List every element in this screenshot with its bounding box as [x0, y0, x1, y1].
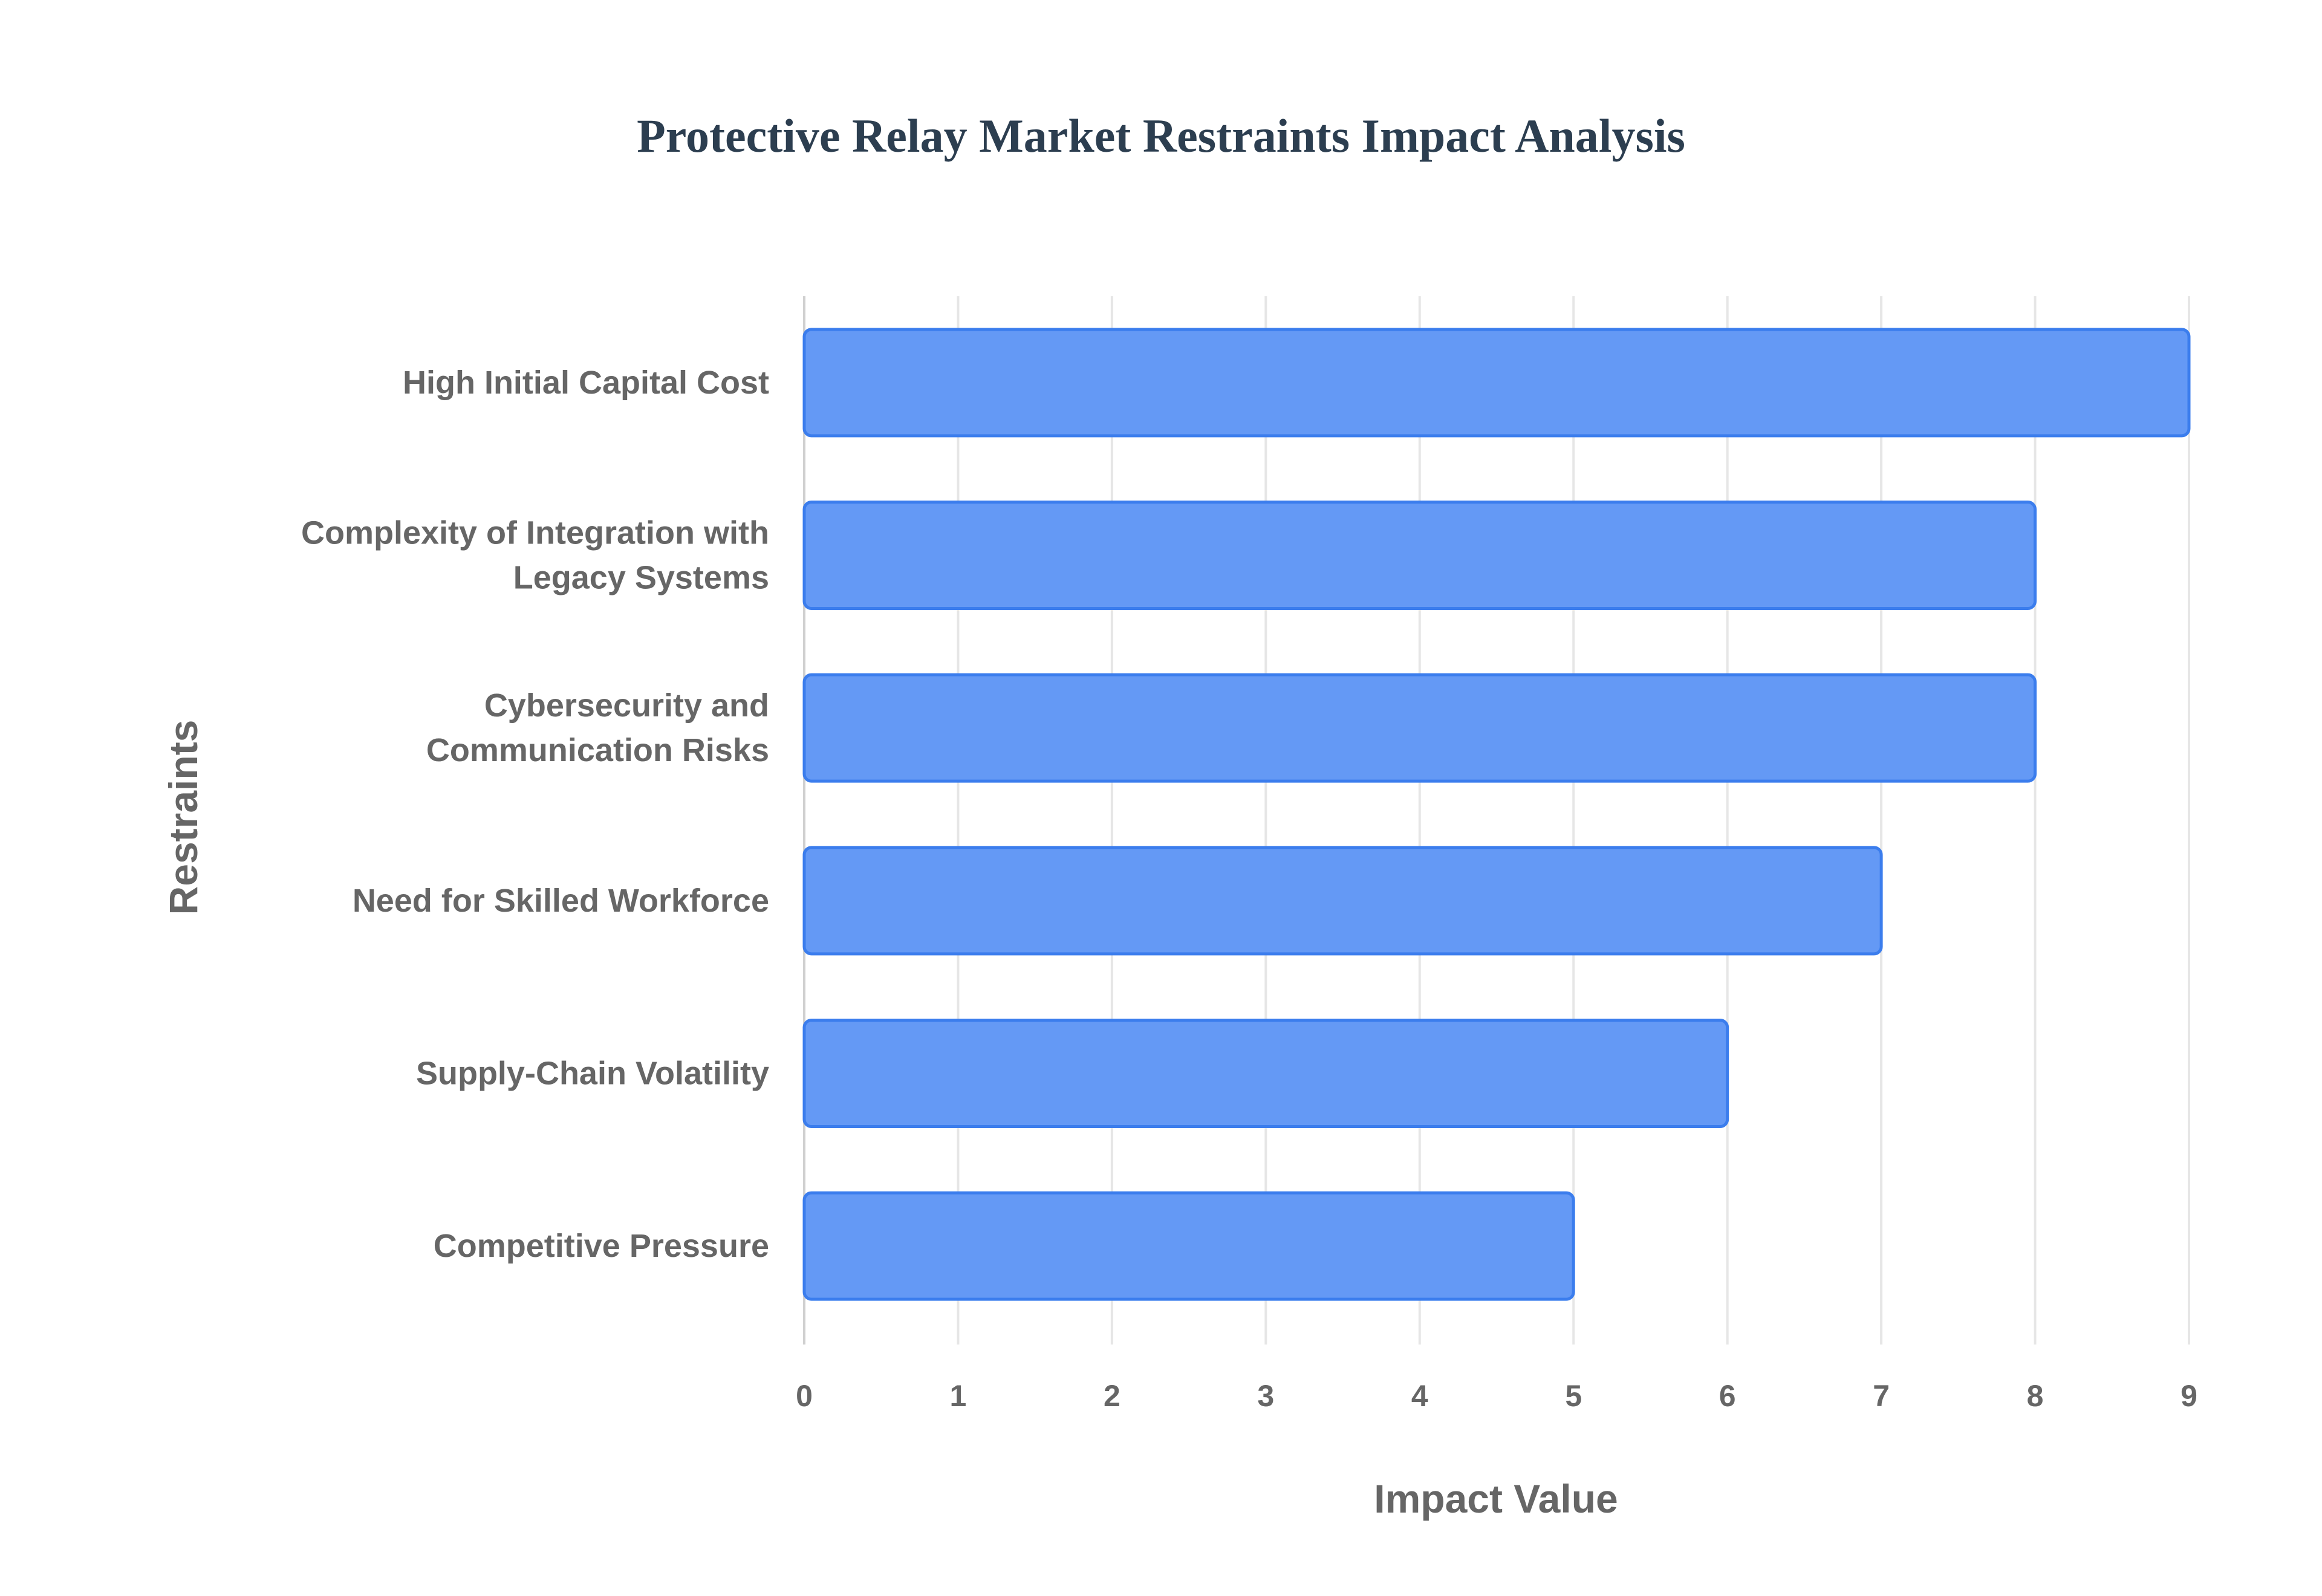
- category-label: Supply-Chain Volatility: [416, 1056, 769, 1092]
- category-label: Legacy Systems: [513, 560, 769, 596]
- x-axis-title: Impact Value: [1374, 1476, 1618, 1521]
- category-label: Complexity of Integration with: [301, 515, 769, 551]
- x-tick-label: 6: [1719, 1379, 1736, 1413]
- category-label: Need for Skilled Workforce: [353, 883, 769, 919]
- bar: [802, 328, 2191, 438]
- bar: [802, 846, 1883, 956]
- x-tick-label: 9: [2181, 1379, 2197, 1413]
- x-tick-label: 5: [1565, 1379, 1582, 1413]
- x-tick-label: 3: [1257, 1379, 1274, 1413]
- x-tick-label: 0: [796, 1379, 813, 1413]
- category-label: Cybersecurity and: [484, 687, 769, 724]
- x-tick-label: 1: [950, 1379, 967, 1413]
- bar: [802, 501, 2037, 610]
- chart-title: Protective Relay Market Restraints Impac…: [637, 109, 1685, 162]
- bars: [802, 328, 2191, 1301]
- x-tick-labels: 0 1 2 3 4 5 6 7 8 9: [796, 1379, 2197, 1413]
- x-tick-label: 2: [1104, 1379, 1120, 1413]
- gridlines: [803, 296, 2190, 1345]
- category-labels: High Initial Capital Cost Complexity of I…: [301, 365, 769, 1264]
- x-tick-label: 7: [1873, 1379, 1890, 1413]
- category-label: Communication Risks: [426, 732, 769, 768]
- bar: [802, 1191, 1575, 1301]
- category-label: Competitive Pressure: [434, 1228, 769, 1264]
- y-axis-title: Restraints: [161, 720, 206, 915]
- bar: [802, 1019, 1729, 1128]
- x-tick-label: 8: [2027, 1379, 2044, 1413]
- category-label: High Initial Capital Cost: [403, 365, 769, 401]
- bar: [802, 673, 2037, 783]
- x-tick-label: 4: [1411, 1379, 1428, 1413]
